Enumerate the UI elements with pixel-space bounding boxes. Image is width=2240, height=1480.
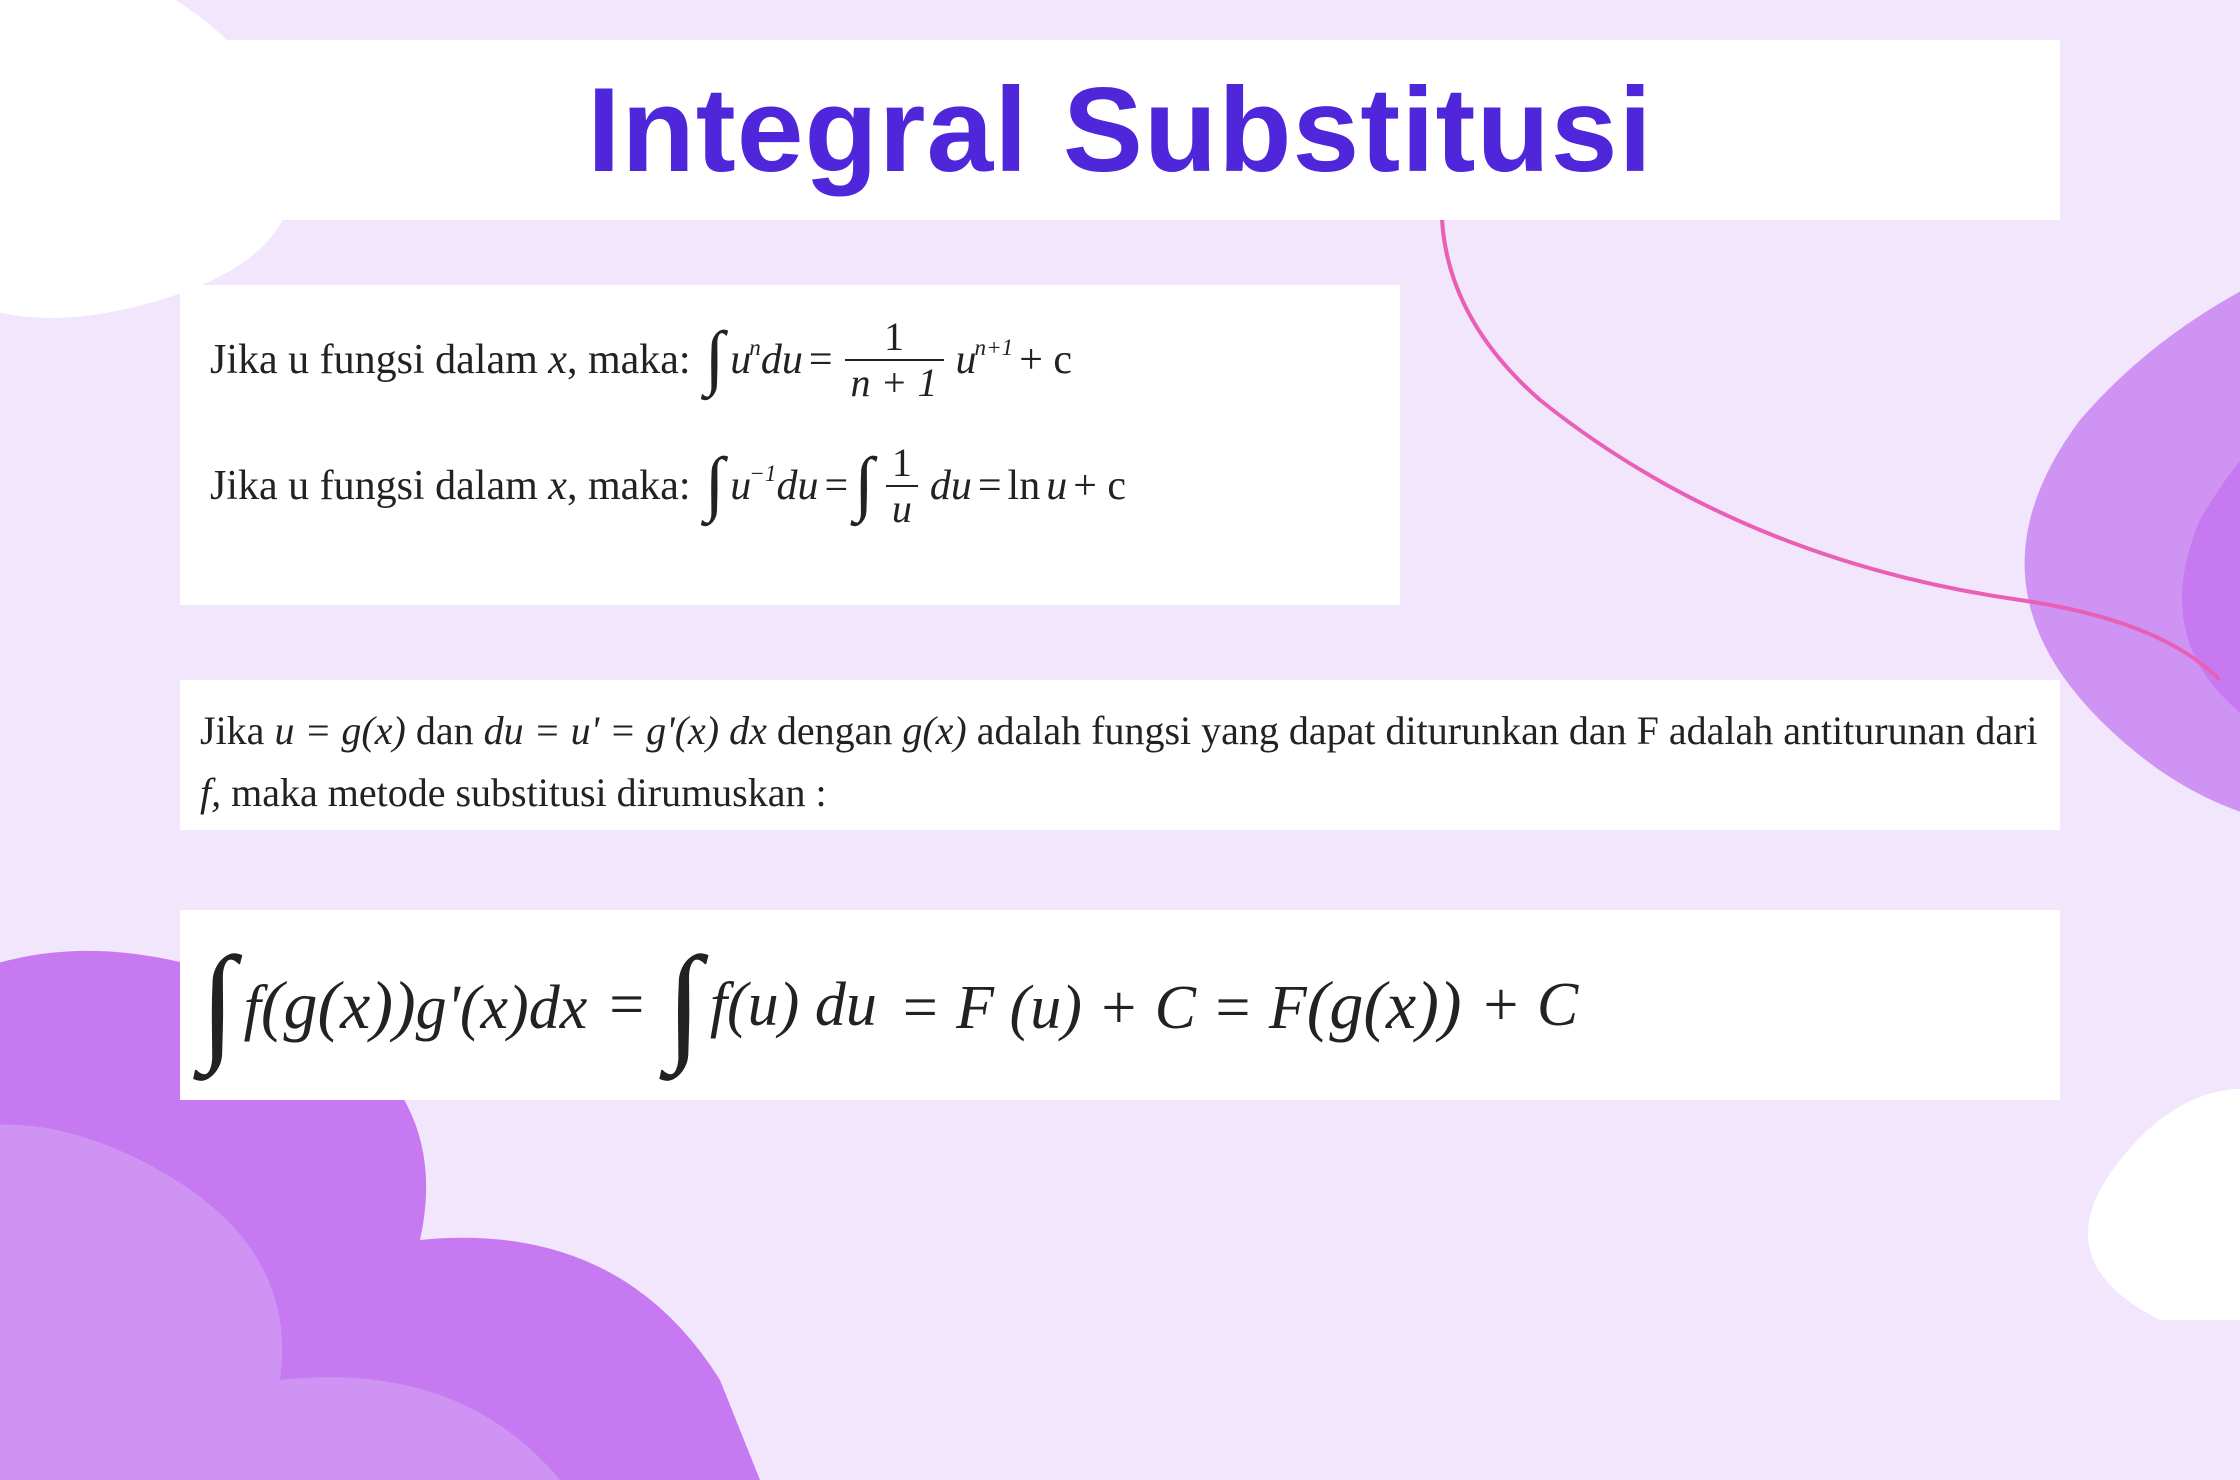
rule2-after: , maka: [567, 463, 691, 509]
rule1-const: + c [1019, 336, 1072, 384]
integral-icon: ∫ [854, 462, 874, 505]
rule2-math: ∫ u−1du = ∫ 1 u du = ln u + c [705, 441, 1126, 531]
rule2-frac-den: u [886, 487, 918, 531]
rule2-du: du [776, 463, 818, 509]
equals-sign: = [809, 336, 833, 384]
rule1-lead-text: Jika u fungsi dalam [210, 337, 538, 383]
rule2-lead-text: Jika u fungsi dalam [210, 463, 538, 509]
rule2-frac-num: 1 [886, 441, 918, 485]
formula-part-4: = F (u) + C = F(g(x)) [899, 966, 1462, 1045]
formula-fu: f(u) du [710, 970, 877, 1041]
rules-panel: Jika u fungsi dalam x, maka: ∫ undu = 1 … [180, 285, 1400, 605]
para-eq-3: g(x) [902, 708, 966, 753]
rule2-var: x [548, 463, 567, 509]
rule2-const: + c [1073, 462, 1126, 510]
rule-2: Jika u fungsi dalam x, maka: ∫ u−1du = ∫… [210, 441, 1370, 531]
integral-icon: ∫ [200, 964, 236, 1042]
formula-f1: f [244, 974, 261, 1042]
rule1-rhs-exp: n+1 [975, 334, 1014, 360]
formula-plus-C: + C [1480, 970, 1579, 1041]
para-text-4: adalah fungsi yang dapat diturunkan dan … [977, 708, 2038, 753]
para-eq-1: u = g(x) [274, 708, 405, 753]
rule1-var: x [548, 337, 567, 383]
blob-bottom-right [2040, 1060, 2240, 1320]
formula-part-1: f(g(x))g'(x)dx [244, 966, 588, 1045]
para-text-3: dengan [777, 708, 903, 753]
formula-gx2: (g(x)) [1307, 967, 1462, 1043]
rule2-exp: −1 [749, 460, 776, 486]
rule1-lhs: undu [730, 336, 803, 384]
rule2-lead: Jika u fungsi dalam x, maka: [210, 462, 691, 510]
equals-sign: = [824, 462, 848, 510]
integral-icon: ∫ [705, 336, 725, 379]
page-title: Integral Substitusi [587, 61, 1653, 199]
rule2-ln-arg: u [1046, 462, 1067, 510]
rule1-frac-num: 1 [878, 315, 910, 359]
rule1-fraction: 1 n + 1 [845, 315, 944, 405]
para-text-5: maka metode substitusi dirumuskan : [231, 770, 827, 815]
formula-Fu: = F (u) + C = F [899, 974, 1307, 1042]
rule1-math: ∫ undu = 1 n + 1 un+1 + c [705, 315, 1072, 405]
equals-sign: = [978, 462, 1002, 510]
para-text-2: dan [416, 708, 484, 753]
rule1-rhs: un+1 [956, 336, 1014, 384]
rule2-lhs: u−1du [730, 462, 818, 510]
formula-math: ∫ f(g(x))g'(x)dx = ∫ f(u) du = F (u) + C… [200, 966, 1578, 1045]
para-eq-2: du = u' = g'(x) dx [484, 708, 767, 753]
rule1-rhs-base: u [956, 337, 977, 383]
rule1-frac-den: n + 1 [845, 361, 944, 405]
rule2-ln: ln [1008, 462, 1041, 510]
rule-1: Jika u fungsi dalam x, maka: ∫ undu = 1 … [210, 315, 1370, 405]
title-panel: Integral Substitusi [180, 40, 2060, 220]
para-eq-4: f, [200, 770, 221, 815]
formula-gx1: (g(x)) [261, 967, 416, 1043]
para-text-1: Jika [200, 708, 274, 753]
equals-sign: = [609, 970, 644, 1041]
rule1-after: , maka: [567, 337, 691, 383]
formula-panel: ∫ f(g(x))g'(x)dx = ∫ f(u) du = F (u) + C… [180, 910, 2060, 1100]
rule1-lead: Jika u fungsi dalam x, maka: [210, 336, 691, 384]
rule2-fraction: 1 u [886, 441, 918, 531]
integral-icon: ∫ [666, 964, 702, 1042]
rule1-exp: n [749, 334, 761, 360]
rule1-du: du [761, 337, 803, 383]
paragraph-panel: Jika u = g(x) dan du = u' = g'(x) dx den… [180, 680, 2060, 830]
integral-icon: ∫ [705, 462, 725, 505]
rule2-mid-du: du [930, 462, 972, 510]
formula-gprime: g'(x)dx [416, 974, 588, 1042]
